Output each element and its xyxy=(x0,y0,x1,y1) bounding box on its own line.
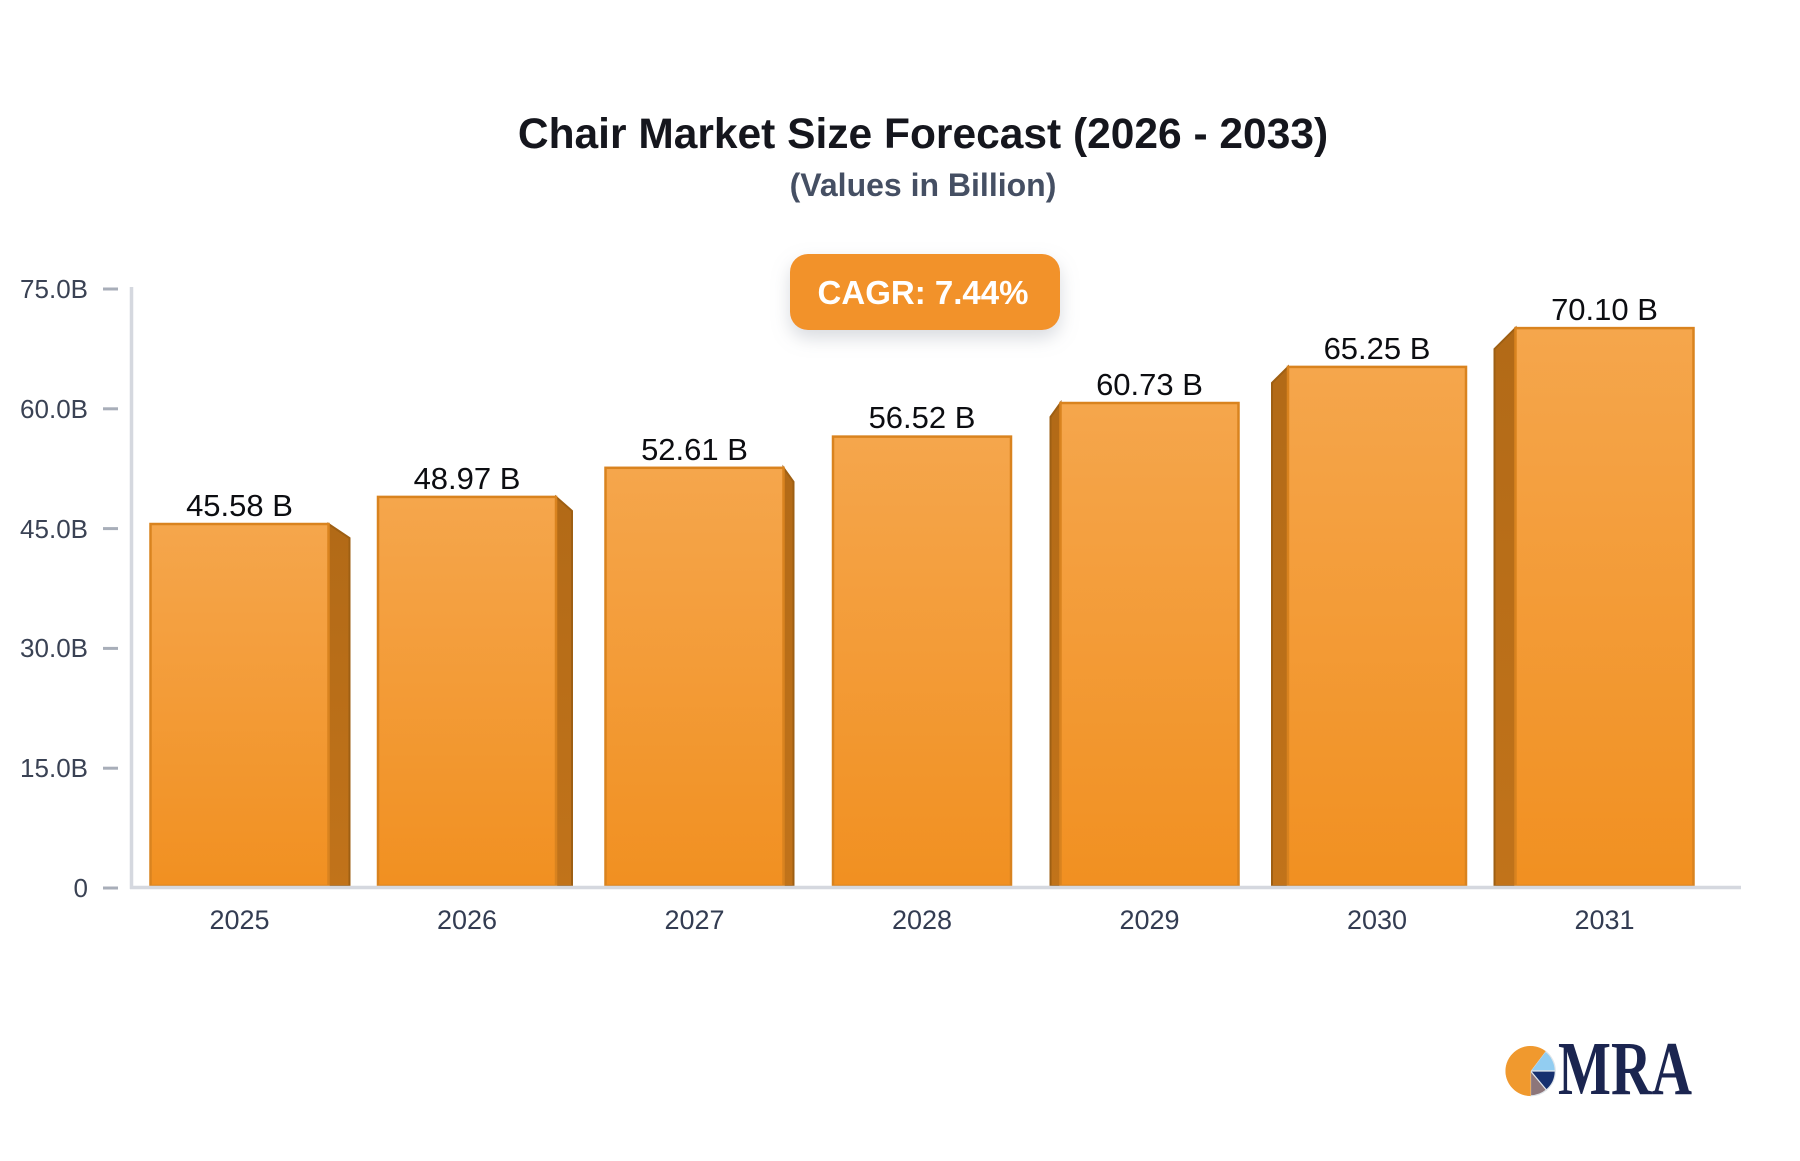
svg-text:2030: 2030 xyxy=(1347,905,1407,935)
svg-text:60.73 B: 60.73 B xyxy=(1096,367,1203,402)
svg-text:2025: 2025 xyxy=(209,905,269,935)
svg-text:15.0B: 15.0B xyxy=(20,753,88,783)
svg-text:45.0B: 45.0B xyxy=(20,514,88,544)
svg-text:70.10 B: 70.10 B xyxy=(1551,292,1658,327)
svg-text:2026: 2026 xyxy=(437,905,497,935)
svg-text:2031: 2031 xyxy=(1574,905,1634,935)
svg-text:30.0B: 30.0B xyxy=(20,633,88,663)
svg-text:48.97 B: 48.97 B xyxy=(414,461,521,496)
svg-text:45.58 B: 45.58 B xyxy=(186,488,293,523)
svg-text:56.52 B: 56.52 B xyxy=(869,400,976,435)
svg-text:2029: 2029 xyxy=(1119,905,1179,935)
svg-text:CAGR: 7.44%: CAGR: 7.44% xyxy=(818,274,1029,311)
svg-text:75.0B: 75.0B xyxy=(20,274,88,304)
svg-text:0: 0 xyxy=(74,873,88,903)
svg-text:65.25 B: 65.25 B xyxy=(1324,331,1431,366)
svg-text:(Values in Billion): (Values in Billion) xyxy=(790,167,1057,203)
svg-text:52.61 B: 52.61 B xyxy=(641,432,748,467)
svg-text:2027: 2027 xyxy=(664,905,724,935)
svg-text:Chair Market Size Forecast (20: Chair Market Size Forecast (2026 - 2033) xyxy=(518,111,1328,158)
svg-text:MRA: MRA xyxy=(1558,1027,1692,1111)
svg-text:2028: 2028 xyxy=(892,905,952,935)
svg-text:60.0B: 60.0B xyxy=(20,394,88,424)
